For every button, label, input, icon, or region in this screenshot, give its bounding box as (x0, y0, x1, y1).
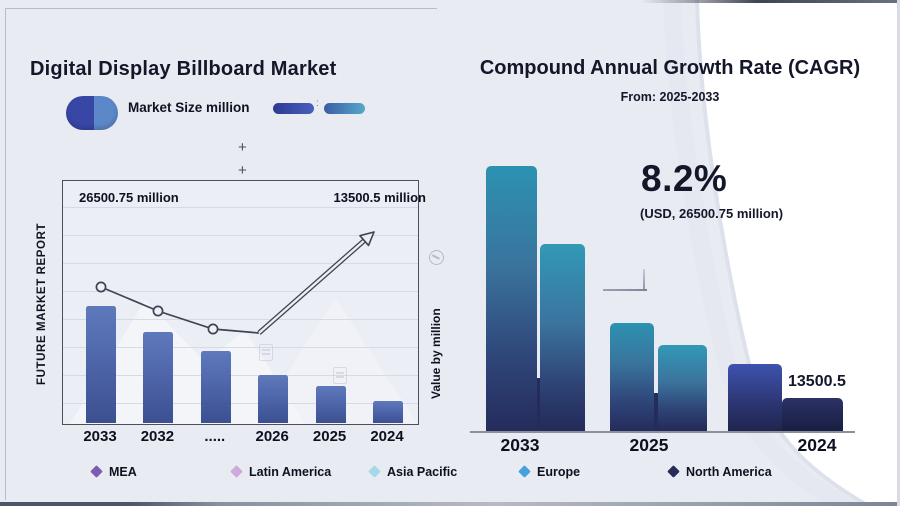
right-x-label: 2025 (629, 435, 669, 455)
page-title: Digital Display Billboard Market (30, 58, 337, 80)
frame-line-right (897, 0, 900, 506)
frame-line-bottom (0, 502, 900, 506)
right-x-labels: 2033 2025 2024 (0, 435, 900, 457)
left-bar (200, 351, 231, 423)
legend-diamond-icon (230, 465, 243, 478)
legend-label: MEA (109, 465, 137, 479)
plus-icon: + (238, 139, 247, 156)
left-bars (63, 181, 418, 424)
gradient-pill-dark-icon (273, 103, 314, 114)
step-decoration (603, 269, 647, 291)
legend-diamond-icon (667, 465, 680, 478)
left-x-label: 2033 (83, 428, 117, 445)
value-label-end: 13500.5 million (333, 190, 427, 205)
value-axis-label: Value by million (429, 308, 443, 400)
legend-diamond-icon (518, 465, 531, 478)
legend-label: Latin America (249, 465, 332, 479)
value-label-start: 26500.75 million (79, 190, 179, 205)
left-bar (315, 386, 346, 423)
cagr-detail: (USD, 26500.75 million) (640, 206, 784, 221)
left-bar (143, 332, 174, 423)
frame-line-left (5, 8, 6, 500)
market-size-label: Market Size million (128, 100, 250, 115)
document-ghost-icon (333, 367, 347, 384)
market-size-legend: Market Size million : (66, 92, 386, 134)
cylinder-icon (66, 96, 118, 130)
market-size-chart: 26500.75 million 13500.5 million (62, 180, 426, 425)
left-bar (373, 401, 403, 423)
left-x-labels: 2033 2032..... 2026 2025 2024 (62, 428, 419, 448)
cagr-title: Compound Annual Growth Rate (CAGR) (479, 57, 861, 79)
bar-value-label: 13500.5 (788, 373, 846, 390)
left-x-label: 2026 (255, 428, 289, 445)
pill-separator: : (316, 98, 319, 109)
left-x-label: 2032 (140, 428, 175, 445)
minus-circle-icon (429, 250, 444, 265)
legend-diamond-icon (368, 465, 381, 478)
frame-line-top-right (640, 0, 900, 3)
legend-label: Europe (537, 465, 581, 479)
left-x-label: ..... (204, 428, 226, 445)
gradient-pill-teal-icon (324, 103, 365, 114)
future-market-report-label: FUTURE MARKET REPORT (36, 222, 48, 386)
right-axis-line (470, 431, 855, 433)
frame-line-top (5, 8, 437, 9)
legend-label: Asia Pacific (387, 465, 458, 479)
left-x-label: 2025 (312, 428, 347, 445)
right-x-label: 2033 (500, 435, 540, 455)
left-x-label: 2024 (370, 428, 404, 445)
document-ghost-icon (259, 344, 273, 361)
left-bar (258, 375, 289, 423)
right-x-label: 2024 (797, 435, 837, 455)
legend-label: North America (686, 465, 772, 479)
cagr-subtitle: From: 2025-2033 (620, 90, 720, 104)
legend-diamond-icon (90, 465, 103, 478)
plus-icon: + (238, 162, 247, 179)
region-legend: MEA Latin America Asia Pacific Europe North … (0, 463, 900, 487)
cagr-value: 8.2% (641, 158, 728, 199)
left-bar (86, 306, 116, 423)
